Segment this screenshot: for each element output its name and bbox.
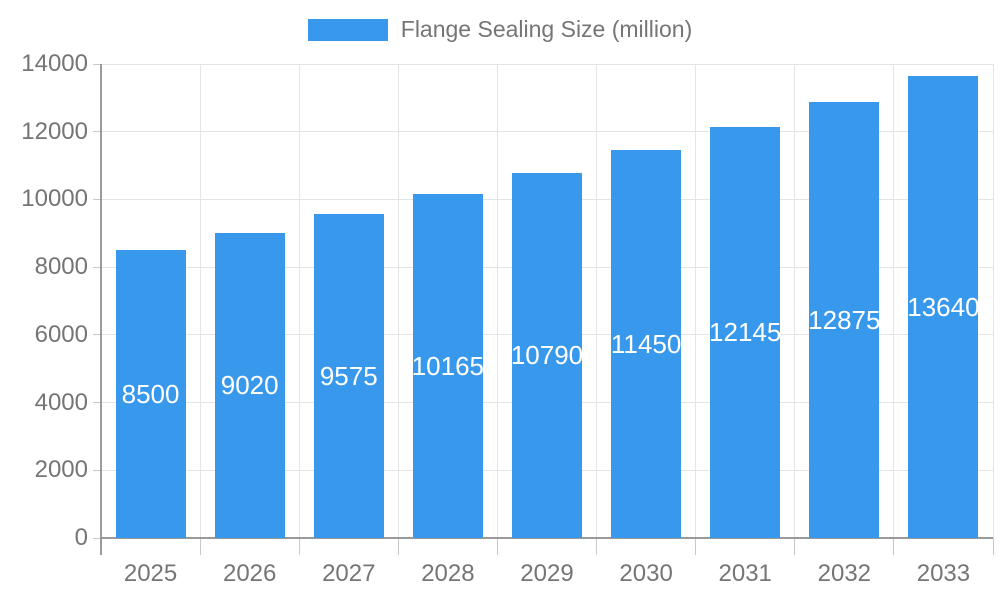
y-axis-label: 2000 [34,456,88,484]
bar-2025[interactable] [115,250,186,538]
x-axis-tick [992,538,994,555]
x-axis-tick [397,538,399,555]
bar-2030[interactable] [611,150,682,538]
bar-2031[interactable] [710,126,781,538]
x-axis-tick [596,538,598,555]
gridline-horizontal [101,131,993,133]
x-axis-label: 2031 [718,560,772,587]
x-axis-label: 2033 [916,560,971,587]
gridline-vertical [298,64,300,538]
x-axis-label: 2027 [322,560,376,587]
gridline-vertical [695,64,697,538]
y-axis-tick [93,334,101,336]
bar-2033[interactable] [908,76,979,538]
bar-2026[interactable] [214,232,285,538]
x-axis-tick [695,538,697,555]
y-axis-tick [93,537,101,539]
y-axis-line [100,64,102,555]
y-axis-tick [93,131,101,133]
bar-2028[interactable] [412,193,483,538]
x-axis-label: 2030 [619,560,673,587]
x-axis-tick [199,538,201,555]
gridline-vertical [596,64,598,538]
y-axis-tick [93,198,101,200]
y-axis-label: 12000 [21,117,88,145]
y-axis-tick [93,402,101,404]
y-axis-tick [93,266,101,268]
x-axis-tick [496,538,498,555]
gridline-vertical [893,64,895,538]
y-axis-label: 10000 [21,185,88,213]
bar-2029[interactable] [512,172,582,538]
y-axis-label: 8000 [34,253,88,281]
gridline-vertical [397,64,399,538]
bar-2027[interactable] [313,213,384,538]
x-axis-label: 2032 [817,560,872,587]
x-axis-tick [794,538,796,555]
gridline-vertical [794,64,796,538]
x-axis-label: 2029 [520,560,574,587]
x-axis-label: 2025 [123,560,178,587]
gridline-vertical [199,64,201,538]
gridline-vertical [496,64,498,538]
legend-swatch [307,18,388,41]
x-axis-line [101,537,993,539]
y-axis-label: 14000 [21,50,88,77]
y-axis-label: 6000 [34,320,88,348]
gridline-horizontal [101,63,993,65]
y-axis-label: 4000 [34,388,88,416]
legend-item[interactable]: Flange Sealing Size (million) [0,16,1000,43]
legend-label: Flange Sealing Size (million) [400,16,693,42]
x-axis-tick [893,538,895,555]
y-axis-tick [93,469,101,471]
y-axis-tick [93,63,101,65]
bar-2032[interactable] [809,102,880,538]
x-axis-tick [298,538,300,555]
x-axis-label: 2026 [222,560,277,587]
gridline-vertical [992,64,994,538]
x-axis-label: 2028 [421,560,475,587]
y-axis-label: 0 [74,524,88,551]
